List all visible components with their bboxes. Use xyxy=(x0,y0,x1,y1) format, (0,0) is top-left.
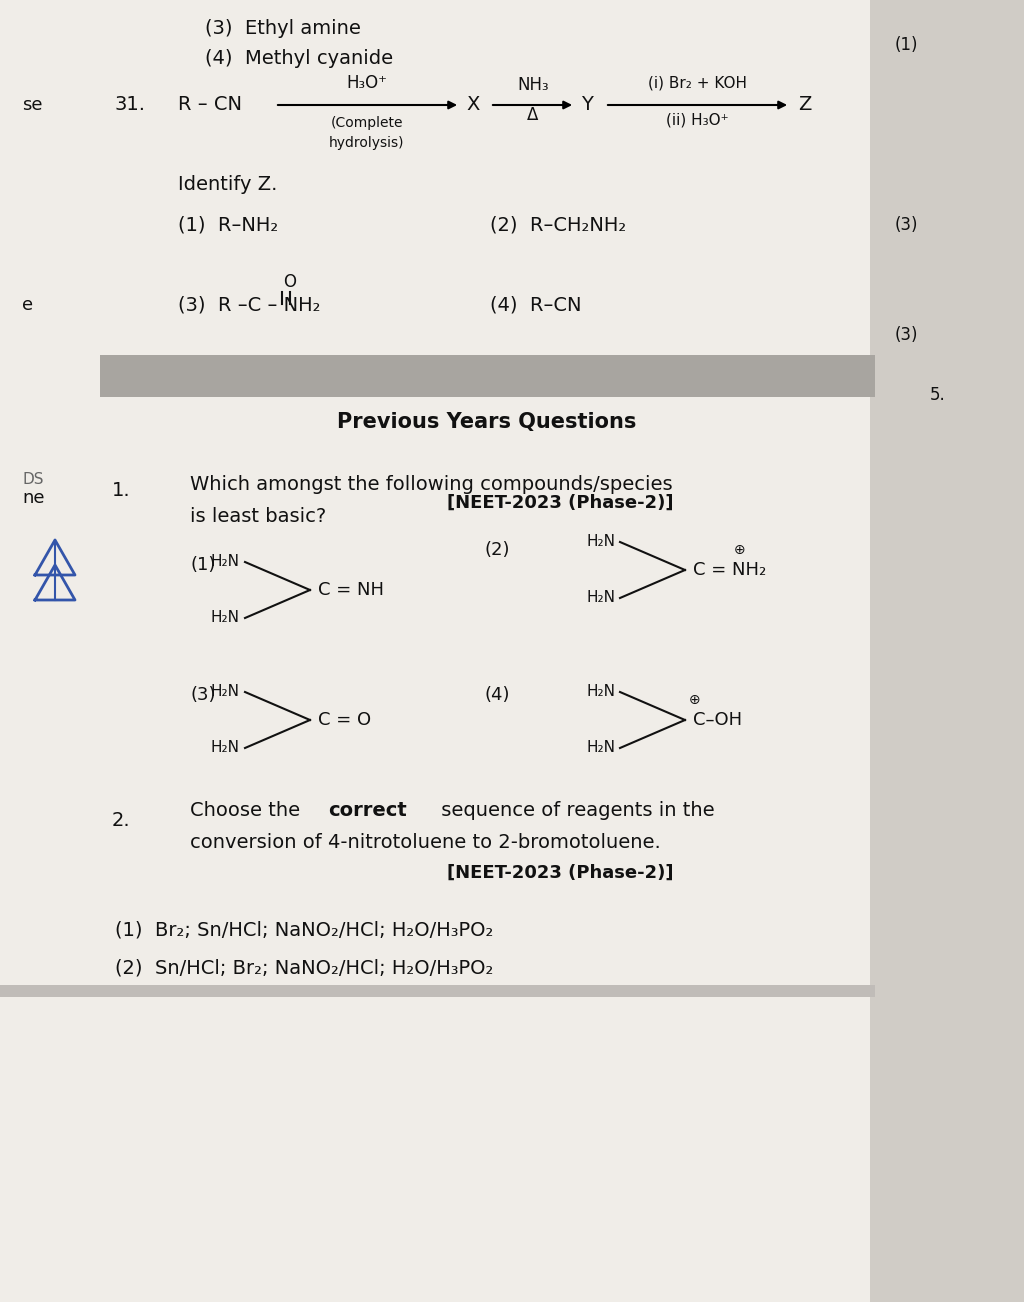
Text: DS: DS xyxy=(22,473,43,487)
FancyBboxPatch shape xyxy=(100,355,874,397)
Text: H₃O⁺: H₃O⁺ xyxy=(346,74,387,92)
Text: se: se xyxy=(22,96,43,115)
Text: C = NH: C = NH xyxy=(318,581,384,599)
Text: 5.: 5. xyxy=(930,385,946,404)
Text: ne: ne xyxy=(22,490,44,506)
FancyBboxPatch shape xyxy=(0,986,874,997)
Text: (2)  Sn/HCl; Br₂; NaNO₂/HCl; H₂O/H₃PO₂: (2) Sn/HCl; Br₂; NaNO₂/HCl; H₂O/H₃PO₂ xyxy=(115,958,494,978)
Text: H₂N: H₂N xyxy=(586,535,615,549)
Text: hydrolysis): hydrolysis) xyxy=(330,135,404,150)
Text: (Complete: (Complete xyxy=(331,116,403,130)
Text: 31.: 31. xyxy=(115,95,146,115)
Text: NH₃: NH₃ xyxy=(517,76,549,94)
Text: C = NH₂: C = NH₂ xyxy=(693,561,766,579)
Text: Which amongst the following compounds/species: Which amongst the following compounds/sp… xyxy=(190,474,673,493)
Text: ⊕: ⊕ xyxy=(734,543,745,557)
Text: (ii) H₃O⁺: (ii) H₃O⁺ xyxy=(666,112,728,128)
Text: R – CN: R – CN xyxy=(178,95,242,115)
Text: (4): (4) xyxy=(485,686,511,704)
Text: (1)  Br₂; Sn/HCl; NaNO₂/HCl; H₂O/H₃PO₂: (1) Br₂; Sn/HCl; NaNO₂/HCl; H₂O/H₃PO₂ xyxy=(115,921,494,940)
Text: (2): (2) xyxy=(485,542,511,559)
Text: (i) Br₂ + KOH: (i) Br₂ + KOH xyxy=(647,76,746,91)
Text: 1.: 1. xyxy=(112,480,131,500)
Text: H₂N: H₂N xyxy=(211,741,240,755)
Text: Choose the: Choose the xyxy=(190,801,306,819)
Text: O: O xyxy=(284,273,297,292)
Text: C–OH: C–OH xyxy=(693,711,742,729)
Text: 2.: 2. xyxy=(112,811,131,829)
Text: (1): (1) xyxy=(190,556,215,574)
Text: (3): (3) xyxy=(895,216,919,234)
Text: Z: Z xyxy=(799,95,812,115)
Text: H₂N: H₂N xyxy=(211,555,240,569)
Text: sequence of reagents in the: sequence of reagents in the xyxy=(435,801,715,819)
Text: H₂N: H₂N xyxy=(586,591,615,605)
Text: C = O: C = O xyxy=(318,711,371,729)
Text: correct: correct xyxy=(328,801,407,819)
Text: (4)  Methyl cyanide: (4) Methyl cyanide xyxy=(205,48,393,68)
Text: SECTION - B: SECTION - B xyxy=(402,365,571,389)
Text: H₂N: H₂N xyxy=(586,685,615,699)
Text: (1)  R–NH₂: (1) R–NH₂ xyxy=(178,216,279,234)
Text: H₂N: H₂N xyxy=(586,741,615,755)
Text: Y: Y xyxy=(581,95,593,115)
Text: Previous Years Questions: Previous Years Questions xyxy=(337,411,637,432)
Text: X: X xyxy=(466,95,479,115)
FancyBboxPatch shape xyxy=(870,0,1024,1302)
Text: H₂N: H₂N xyxy=(211,685,240,699)
Text: [NEET-2023 (Phase-2)]: [NEET-2023 (Phase-2)] xyxy=(446,493,673,512)
Text: Δ: Δ xyxy=(527,105,539,124)
Text: (3): (3) xyxy=(895,326,919,344)
Text: conversion of 4-nitrotoluene to 2-bromotoluene.: conversion of 4-nitrotoluene to 2-bromot… xyxy=(190,833,660,853)
Text: e: e xyxy=(22,296,33,314)
Text: ⊕: ⊕ xyxy=(689,693,700,707)
Text: (4)  R–CN: (4) R–CN xyxy=(490,296,582,315)
Text: H₂N: H₂N xyxy=(211,611,240,625)
Text: (3): (3) xyxy=(190,686,215,704)
Text: (2)  R–CH₂NH₂: (2) R–CH₂NH₂ xyxy=(490,216,627,234)
Text: Identify Z.: Identify Z. xyxy=(178,176,278,194)
Text: (3)  R –C – NH₂: (3) R –C – NH₂ xyxy=(178,296,321,315)
Text: is least basic?: is least basic? xyxy=(190,506,327,526)
Text: (3)  Ethyl amine: (3) Ethyl amine xyxy=(205,18,360,38)
Text: [NEET-2023 (Phase-2)]: [NEET-2023 (Phase-2)] xyxy=(446,865,673,881)
Text: (1): (1) xyxy=(895,36,919,53)
